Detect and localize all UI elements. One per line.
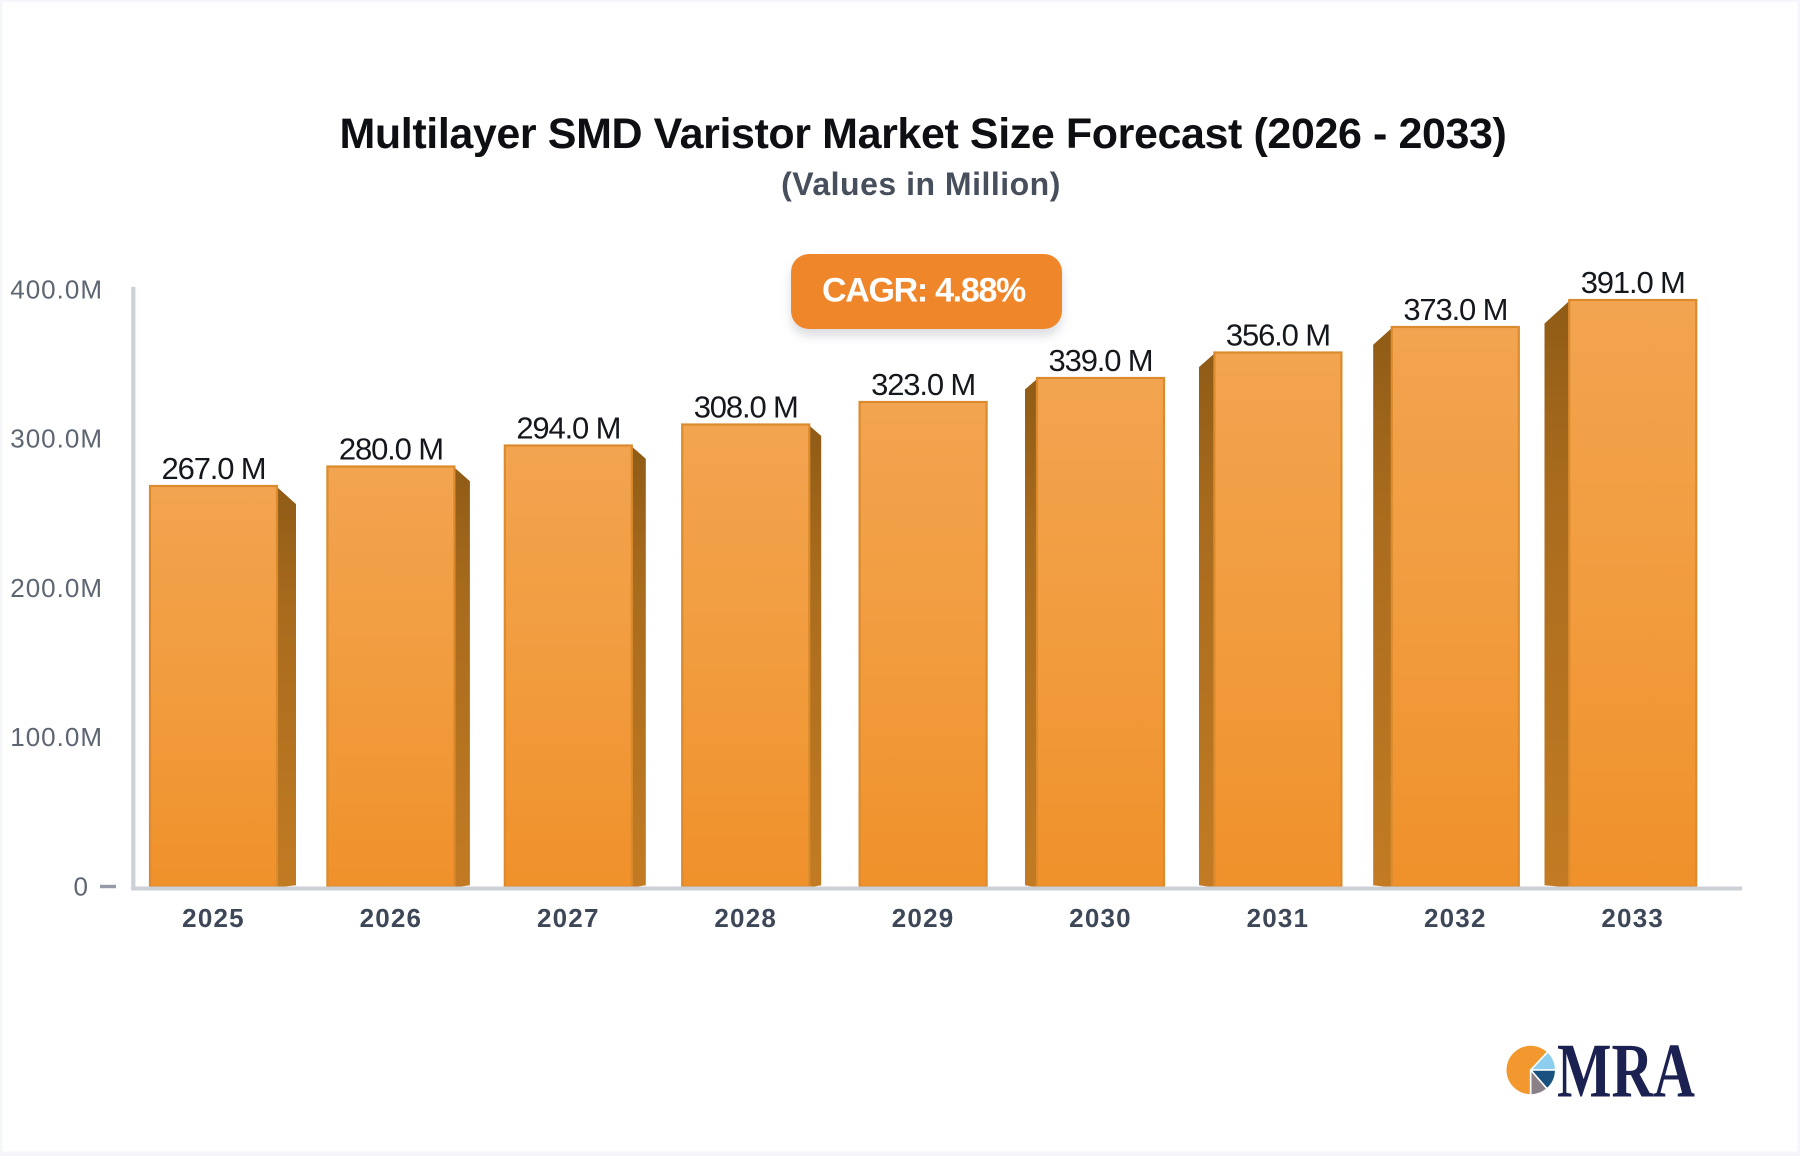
- svg-text:294.0 M: 294.0 M: [516, 411, 620, 446]
- svg-text:CAGR: 4.88%: CAGR: 4.88%: [822, 272, 1026, 310]
- svg-text:280.0 M: 280.0 M: [339, 432, 443, 467]
- svg-text:2030: 2030: [1069, 903, 1132, 933]
- svg-text:2027: 2027: [537, 903, 600, 933]
- svg-text:308.0 M: 308.0 M: [694, 390, 798, 425]
- svg-text:373.0 M: 373.0 M: [1403, 292, 1507, 327]
- svg-text:400.0M: 400.0M: [10, 274, 103, 304]
- svg-text:267.0 M: 267.0 M: [162, 451, 266, 486]
- svg-text:2031: 2031: [1247, 903, 1310, 933]
- svg-text:2032: 2032: [1424, 903, 1487, 933]
- svg-text:339.0 M: 339.0 M: [1049, 343, 1153, 378]
- svg-text:323.0 M: 323.0 M: [871, 367, 975, 402]
- svg-text:2025: 2025: [182, 903, 245, 933]
- svg-text:MRA: MRA: [1557, 1027, 1695, 1113]
- svg-text:100.0M: 100.0M: [10, 722, 103, 752]
- svg-text:200.0M: 200.0M: [10, 573, 103, 603]
- svg-text:2029: 2029: [892, 903, 955, 933]
- svg-text:391.0 M: 391.0 M: [1581, 265, 1685, 300]
- svg-text:2033: 2033: [1601, 903, 1664, 933]
- svg-text:(Values in Million): (Values in Million): [781, 166, 1061, 202]
- svg-text:300.0M: 300.0M: [10, 424, 103, 454]
- svg-text:356.0 M: 356.0 M: [1226, 318, 1330, 353]
- svg-text:2028: 2028: [714, 903, 777, 933]
- svg-text:Multilayer SMD Varistor Market: Multilayer SMD Varistor Market Size Fore…: [340, 110, 1507, 158]
- svg-text:0: 0: [74, 872, 89, 902]
- svg-text:2026: 2026: [360, 903, 423, 933]
